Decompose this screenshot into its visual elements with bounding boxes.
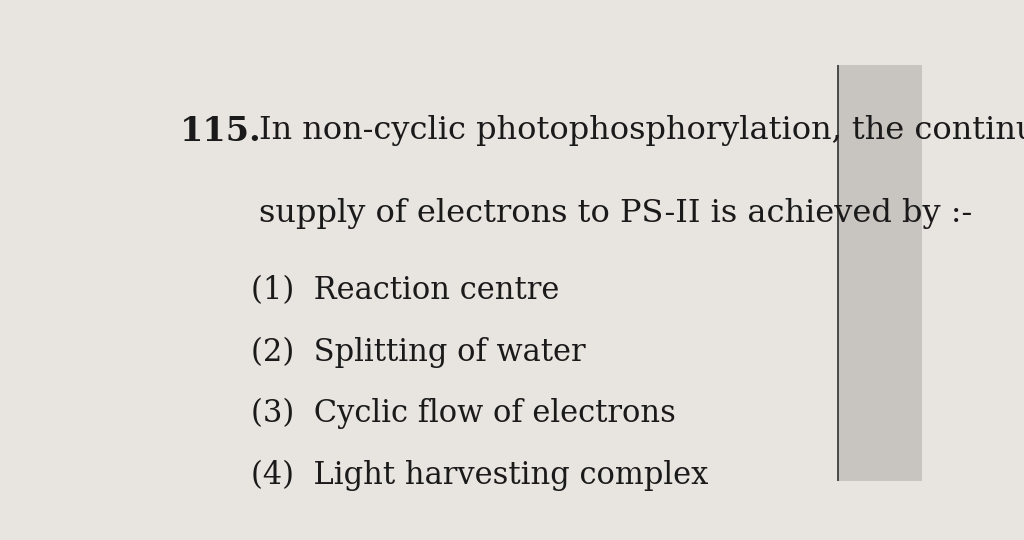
Text: (2)  Splitting of water: (2) Splitting of water — [251, 336, 586, 368]
Text: 115.: 115. — [179, 114, 261, 148]
Text: In non-cyclic photophosphorylation, the continuous: In non-cyclic photophosphorylation, the … — [259, 114, 1024, 146]
Text: supply of electrons to PS-II is achieved by :-: supply of electrons to PS-II is achieved… — [259, 198, 972, 229]
Bar — [839, 65, 922, 481]
Text: (4)  Light harvesting complex: (4) Light harvesting complex — [251, 460, 709, 491]
Text: (1)  Reaction centre: (1) Reaction centre — [251, 275, 559, 306]
Text: (3)  Cyclic flow of electrons: (3) Cyclic flow of electrons — [251, 398, 676, 429]
